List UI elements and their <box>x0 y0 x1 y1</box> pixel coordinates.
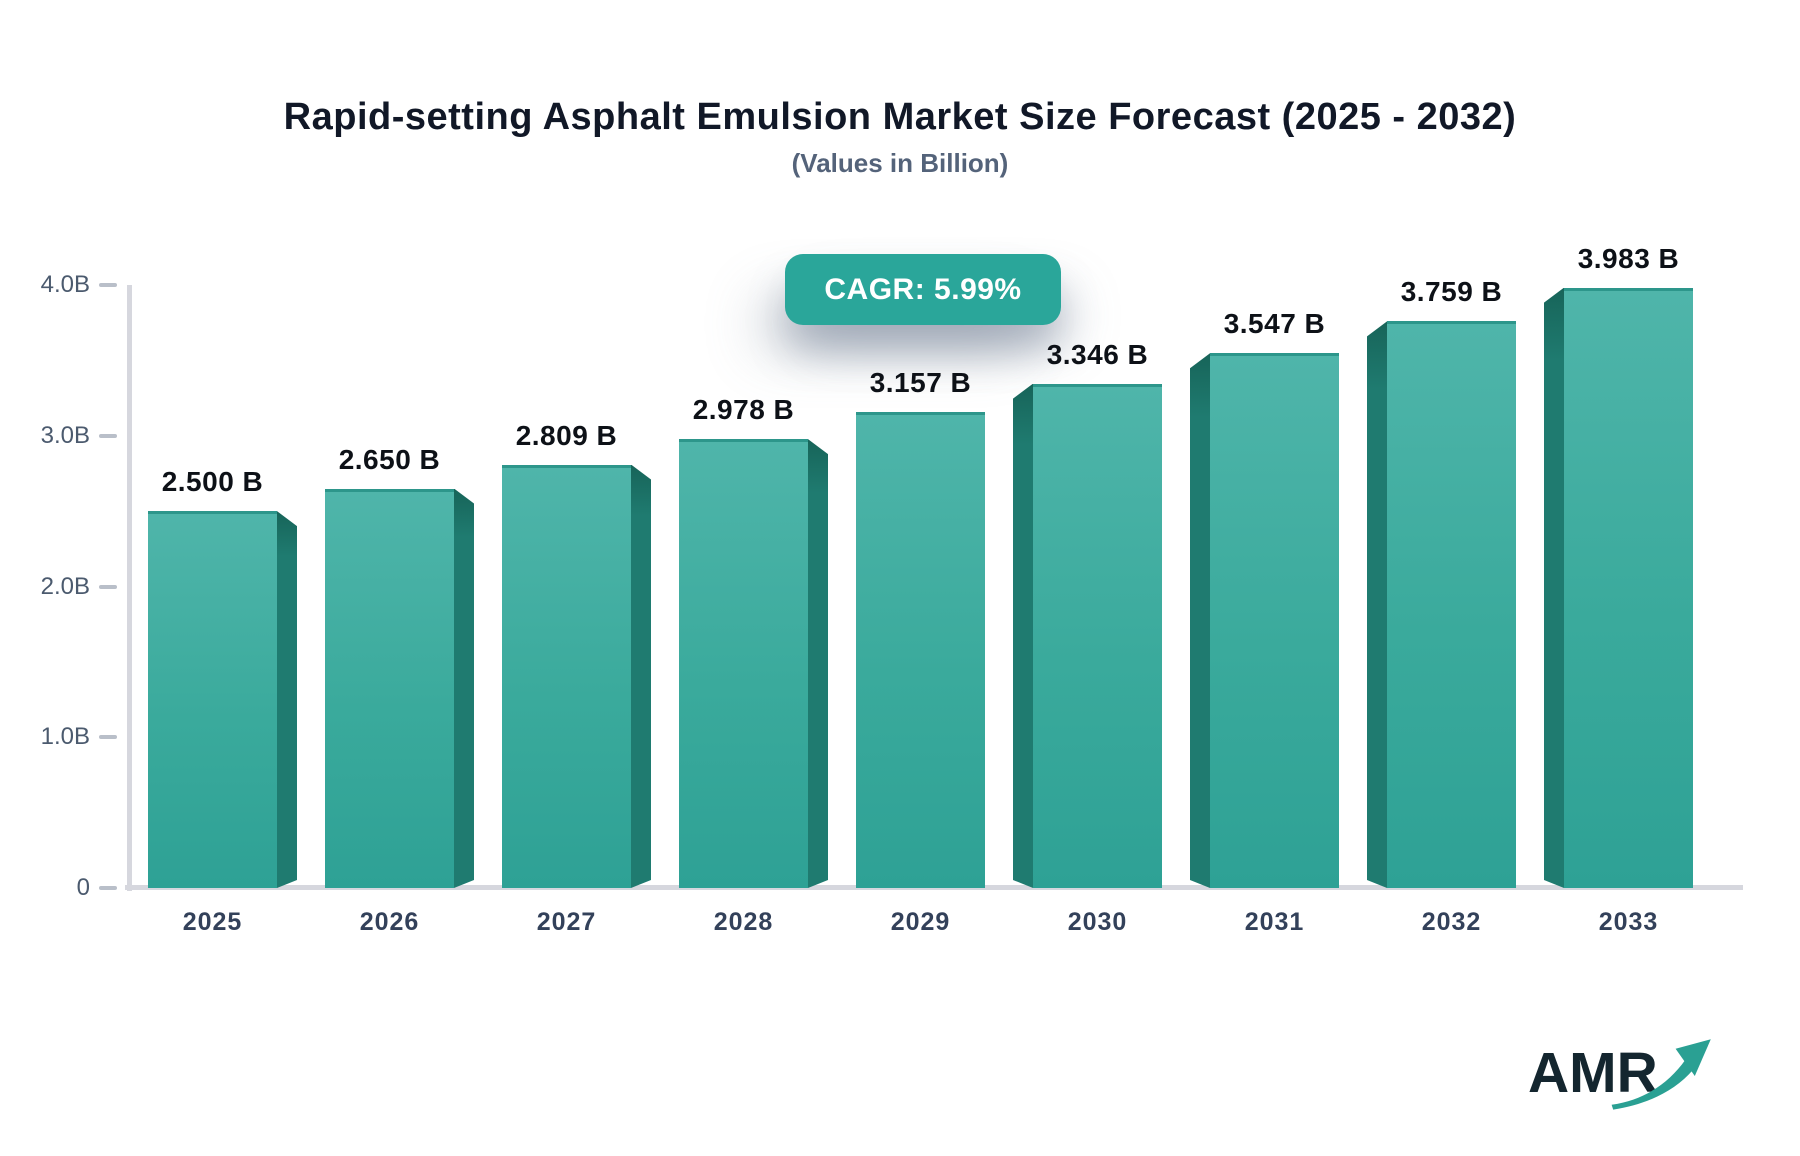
x-axis-label-2027: 2027 <box>536 908 597 936</box>
bar-side-face-2027 <box>631 465 651 888</box>
y-tick-label: 3.0B <box>40 421 90 449</box>
bar-side-face-2030 <box>1013 384 1033 888</box>
bar-value-label-2033: 3.983 B <box>1577 242 1680 274</box>
bar-value-label-2030: 3.346 B <box>1046 338 1149 370</box>
bar-side-face-2032 <box>1367 321 1387 888</box>
y-tick-dash <box>99 584 117 589</box>
bar-value-label-2028: 2.978 B <box>692 394 795 426</box>
y-tick-dash <box>99 735 117 740</box>
amr-logo: AMR <box>1528 1039 1758 1130</box>
bar-value-label-2029: 3.157 B <box>869 367 972 399</box>
y-tick-label: 1.0B <box>40 723 90 751</box>
chart-title: Rapid-setting Asphalt Emulsion Market Si… <box>283 96 1517 138</box>
y-tick-dash <box>99 283 117 287</box>
bar-2026 <box>325 488 454 888</box>
growth-arrow-icon <box>1611 1039 1711 1110</box>
bar-2032 <box>1387 321 1516 888</box>
amr-logo-text: AMR <box>1528 1041 1658 1105</box>
bar-value-label-2027: 2.809 B <box>515 419 618 451</box>
bar-2025 <box>148 511 277 888</box>
x-axis-label-2030: 2030 <box>1067 908 1128 936</box>
y-tick-label: 0 <box>76 874 90 901</box>
y-tick-label: 4.0B <box>40 271 90 298</box>
x-axis-label-2029: 2029 <box>890 908 951 936</box>
bar-2030 <box>1033 383 1162 888</box>
bar-value-label-2032: 3.759 B <box>1400 276 1503 308</box>
y-tick-label: 2.0B <box>40 572 90 600</box>
chart-subtitle: (Values in Billion) <box>791 148 1009 178</box>
bar-2028 <box>679 439 808 888</box>
bar-2027 <box>502 464 631 888</box>
bar-value-label-2026: 2.650 B <box>338 443 441 475</box>
bar-side-face-2026 <box>454 489 474 888</box>
x-axis-label-2032: 2032 <box>1421 908 1482 936</box>
bar-value-label-2025: 2.500 B <box>161 466 264 498</box>
x-axis-label-2028: 2028 <box>713 908 774 936</box>
bar-side-face-2025 <box>277 511 297 888</box>
bar-2033 <box>1564 287 1693 888</box>
y-axis-line <box>127 285 132 891</box>
x-axis-label-2025: 2025 <box>182 908 243 936</box>
bar-value-label-2031: 3.547 B <box>1223 308 1326 340</box>
cagr-badge: CAGR: 5.99% <box>785 254 1061 325</box>
cagr-badge-label: CAGR: 5.99% <box>824 272 1022 306</box>
y-tick-dash <box>99 886 117 890</box>
x-axis-label-2031: 2031 <box>1244 908 1305 936</box>
x-axis-label-2033: 2033 <box>1598 908 1659 936</box>
bar-side-face-2028 <box>808 439 828 888</box>
bar-side-face-2033 <box>1544 288 1564 888</box>
x-axis-label-2026: 2026 <box>359 908 420 936</box>
bar-side-face-2031 <box>1190 353 1210 888</box>
y-tick-dash <box>99 433 117 438</box>
bar-2031 <box>1210 353 1339 888</box>
bar-2029 <box>856 412 985 888</box>
